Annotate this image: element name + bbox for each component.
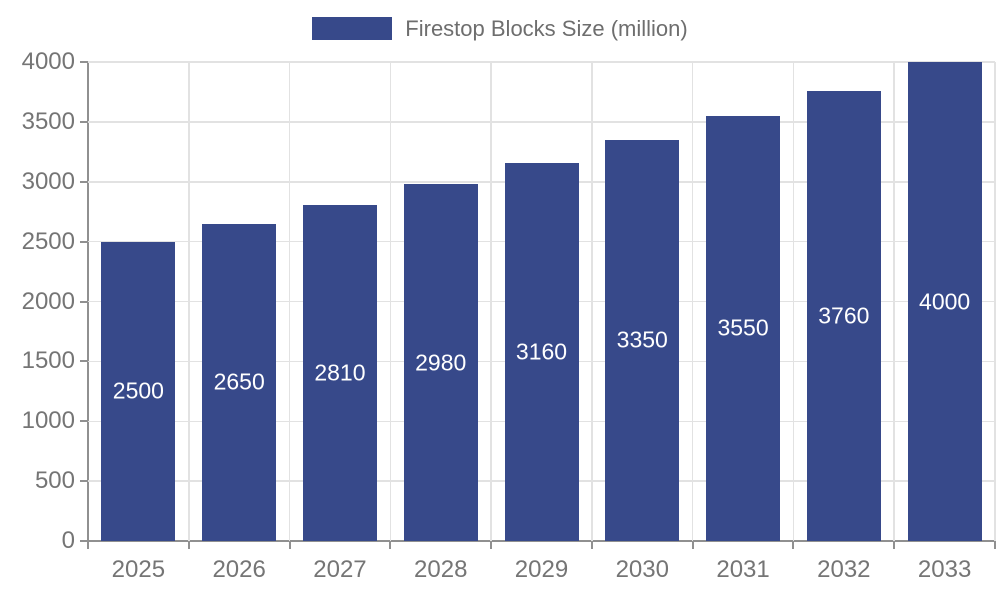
x-tick-label-2028: 2028 <box>414 556 468 583</box>
bar-2031[interactable]: 3550 <box>706 115 781 541</box>
y-axis-tick <box>80 420 88 423</box>
gridline-horizontal <box>88 121 995 123</box>
gridline-vertical <box>792 62 795 541</box>
bar-2027[interactable]: 2810 <box>302 204 377 541</box>
x-axis-tick <box>389 541 392 549</box>
y-axis-line <box>87 62 89 549</box>
bar-value-label: 3550 <box>717 314 769 341</box>
x-tick-label-2031: 2031 <box>716 556 770 583</box>
bar-value-label: 3760 <box>818 302 870 329</box>
gridline-vertical <box>691 62 694 541</box>
y-axis-tick <box>80 540 88 542</box>
bar-value-label: 4000 <box>919 288 971 314</box>
bar-2028[interactable]: 2980 <box>403 184 478 541</box>
bar-2033[interactable]: 4000 <box>907 62 982 541</box>
y-axis-tick <box>80 360 88 363</box>
x-axis-tick <box>691 541 694 549</box>
x-axis-tick <box>87 541 89 549</box>
y-tick-label: 500 <box>34 467 75 495</box>
gridline-vertical <box>893 62 895 541</box>
x-tick-label-2029: 2029 <box>514 556 569 583</box>
x-axis-tick <box>590 541 593 549</box>
y-tick-label: 0 <box>61 527 75 554</box>
gridline-horizontal <box>88 61 995 63</box>
x-tick-label-2033: 2033 <box>917 556 972 583</box>
y-axis-tick <box>80 120 88 123</box>
y-axis-tick <box>80 240 88 243</box>
bar-value-label: 2500 <box>112 377 164 404</box>
bar-value-label: 2810 <box>314 359 366 386</box>
bar-2025[interactable]: 2500 <box>101 241 176 541</box>
y-tick-label: 1000 <box>21 407 75 435</box>
legend-item-firestop-blocks-size[interactable]: Firestop Blocks Size (million) <box>312 15 688 41</box>
y-tick-label: 3500 <box>21 107 75 135</box>
bar-value-label: 3160 <box>515 338 568 365</box>
x-tick-label-2027: 2027 <box>313 556 367 583</box>
bar-2032[interactable]: 3760 <box>806 90 881 541</box>
plot-area: 0 500 1000 1500 2000 2500 3000 3500 4000 2500 2025… <box>22 50 996 582</box>
bar-2026[interactable]: 2650 <box>202 223 277 541</box>
gridline-vertical <box>389 62 392 541</box>
gridline-vertical <box>188 62 190 541</box>
bar-value-label: 2650 <box>213 368 265 395</box>
y-tick-label: 2000 <box>21 287 75 315</box>
x-axis-tick <box>288 541 291 549</box>
y-tick-label: 3000 <box>21 167 75 195</box>
x-tick-label-2026: 2026 <box>212 556 266 583</box>
x-axis-line <box>88 540 995 542</box>
x-tick-label-2025: 2025 <box>111 556 166 583</box>
x-axis-tick <box>893 541 896 549</box>
gridline-vertical <box>591 62 593 541</box>
x-axis-tick <box>792 541 795 549</box>
y-tick-label: 4000 <box>21 48 75 75</box>
gridline-vertical <box>994 62 996 541</box>
legend-label: Firestop Blocks Size (million) <box>405 15 688 41</box>
bar-2030[interactable]: 3350 <box>605 139 680 541</box>
x-tick-label-2030: 2030 <box>615 556 669 583</box>
x-axis-tick <box>994 541 996 549</box>
legend-swatch-icon <box>312 17 393 40</box>
bar-value-label: 2980 <box>415 349 467 376</box>
legend: Firestop Blocks Size (million) <box>0 17 1000 40</box>
y-axis-tick <box>80 300 88 303</box>
y-tick-label: 1500 <box>21 347 75 375</box>
gridline-vertical <box>490 62 492 541</box>
y-axis-tick <box>80 61 88 63</box>
y-tick-label: 2500 <box>21 227 75 255</box>
gridline-vertical <box>288 62 291 541</box>
y-axis-tick <box>80 480 88 483</box>
bar-value-label: 3350 <box>616 326 668 353</box>
y-axis-tick <box>80 180 88 183</box>
x-tick-label-2032: 2032 <box>817 556 871 583</box>
x-axis-tick <box>187 541 190 549</box>
bar-2029[interactable]: 3160 <box>504 162 579 541</box>
x-axis-tick <box>490 541 493 549</box>
